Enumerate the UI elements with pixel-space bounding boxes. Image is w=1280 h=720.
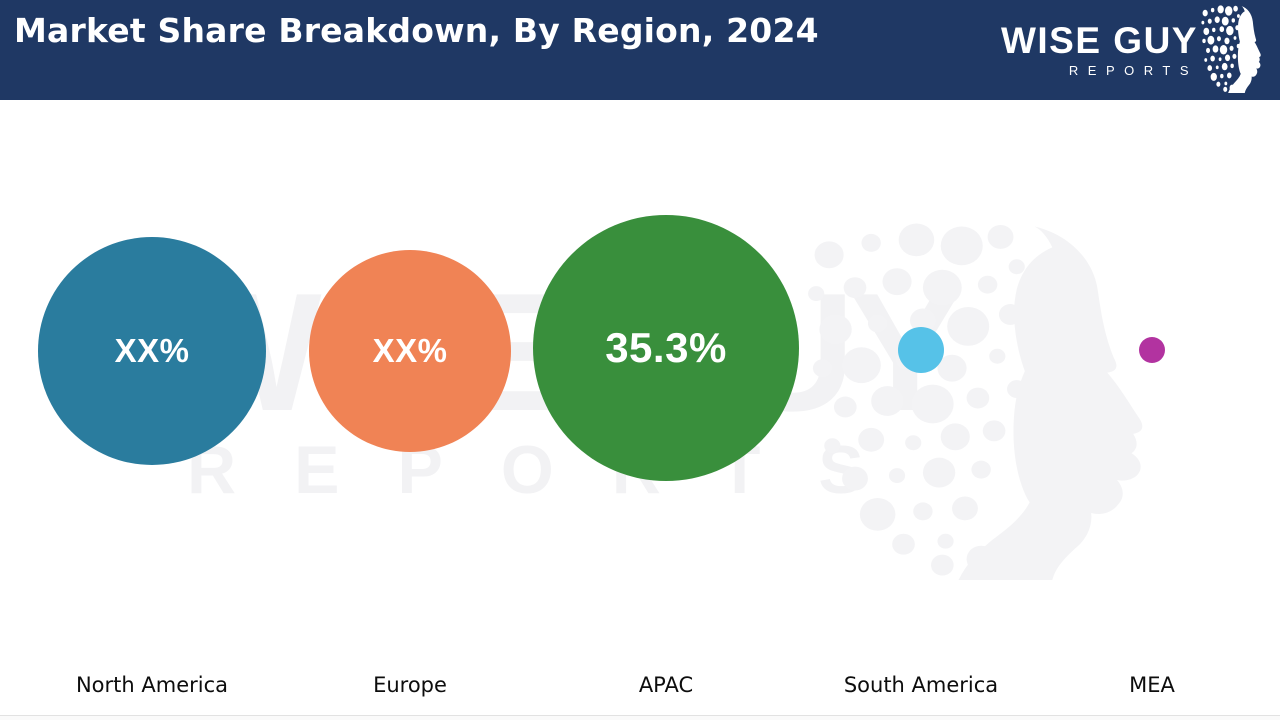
bubble-north-america: XX% [38, 237, 266, 465]
watermark-face-icon [808, 223, 1143, 580]
wise-guy-logo: WISE GUY REPORTS [1001, 5, 1266, 93]
watermark-tagline: REPORTS [187, 432, 922, 508]
category-label-south-america: South America [843, 673, 999, 697]
category-label-mea: MEA [1129, 673, 1175, 697]
bubble-value-label-apac: 35.3% [605, 324, 727, 371]
bottom-border [0, 715, 1280, 720]
logo-text: WISE GUY REPORTS [1001, 20, 1198, 79]
bubble-europe: XX% [309, 250, 511, 452]
bubble-mea [1139, 337, 1165, 363]
logo-face-icon [1201, 5, 1261, 93]
logo-tagline: REPORTS [1068, 63, 1198, 79]
bubble-south-america [898, 327, 944, 373]
page-title: Market Share Breakdown, By Region, 2024 [14, 11, 819, 50]
bubble-apac: 35.3% [533, 215, 799, 481]
header-banner: Market Share Breakdown, By Region, 2024 … [0, 0, 1280, 100]
logo-wordmark: WISE GUY [1000, 19, 1198, 61]
bubble-value-label-north-america: XX% [114, 332, 190, 369]
category-label-north-america: North America [75, 673, 229, 697]
category-label-europe: Europe [373, 673, 447, 697]
bubble-value-label-europe: XX% [372, 332, 448, 369]
category-label-apac: APAC [638, 673, 694, 697]
